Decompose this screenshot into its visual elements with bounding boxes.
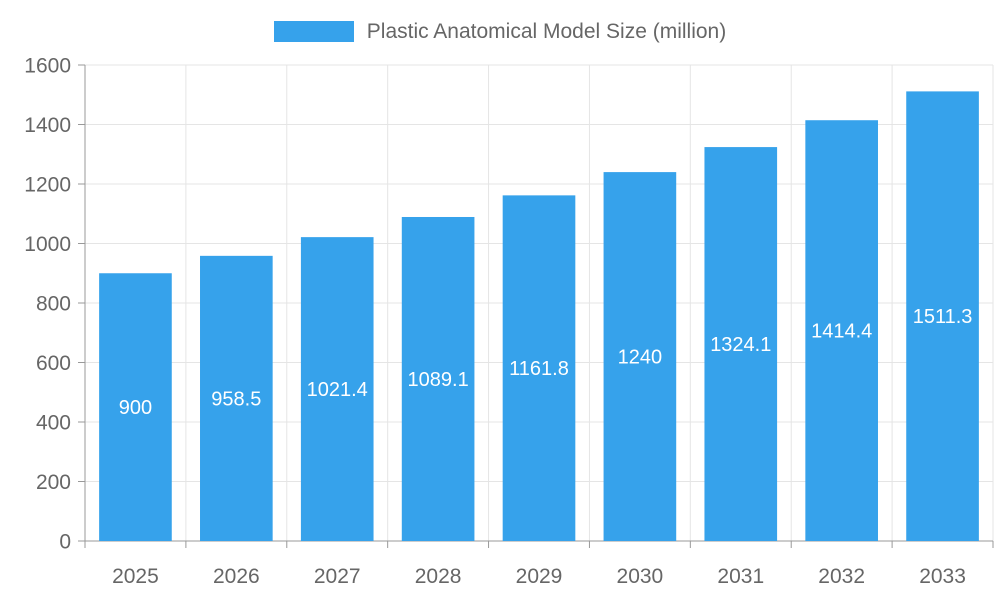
bar-value-label: 958.5: [211, 388, 261, 410]
bar-value-label: 1324.1: [710, 334, 771, 356]
bar-value-label: 1240: [618, 347, 663, 369]
x-tick-label: 2033: [919, 565, 966, 588]
bar-value-label: 1089.1: [408, 369, 469, 391]
x-tick-label: 2027: [314, 565, 361, 588]
bar: [704, 147, 778, 541]
y-tick-label: 1400: [24, 114, 71, 137]
bar: [300, 237, 374, 542]
bar-value-label: 1021.4: [307, 379, 368, 401]
legend-swatch[interactable]: [273, 21, 354, 42]
bar: [200, 255, 273, 541]
x-tick-label: 2029: [516, 565, 563, 588]
y-tick-label: 600: [36, 352, 71, 375]
bar: [99, 273, 172, 541]
y-tick-label: 1200: [24, 174, 71, 197]
legend-label[interactable]: Plastic Anatomical Model Size (million): [366, 20, 727, 43]
x-tick-label: 2030: [617, 565, 664, 588]
bar-value-label: 1414.4: [811, 321, 872, 343]
y-tick-label: 800: [36, 293, 71, 316]
bar-value-label: 900: [119, 397, 152, 419]
x-tick-label: 2031: [717, 565, 764, 588]
bar: [906, 91, 979, 542]
y-tick-label: 200: [36, 471, 71, 494]
y-tick-label: 400: [36, 412, 71, 435]
y-tick-label: 0: [59, 531, 71, 554]
x-tick-label: 2026: [213, 565, 260, 588]
x-tick-label: 2032: [818, 565, 865, 588]
y-tick-label: 1600: [24, 55, 71, 78]
bar: [502, 195, 576, 541]
y-tick-label: 1000: [24, 233, 71, 256]
bar-value-label: 1161.8: [509, 358, 569, 380]
bar: [401, 216, 475, 542]
bar: [603, 172, 677, 541]
bar-value-label: 1511.3: [913, 306, 973, 328]
x-tick-label: 2025: [112, 565, 159, 588]
bar: [805, 120, 878, 541]
x-tick-label: 2028: [415, 565, 462, 588]
chart-legend[interactable]: Plastic Anatomical Model Size (million): [0, 21, 1000, 42]
